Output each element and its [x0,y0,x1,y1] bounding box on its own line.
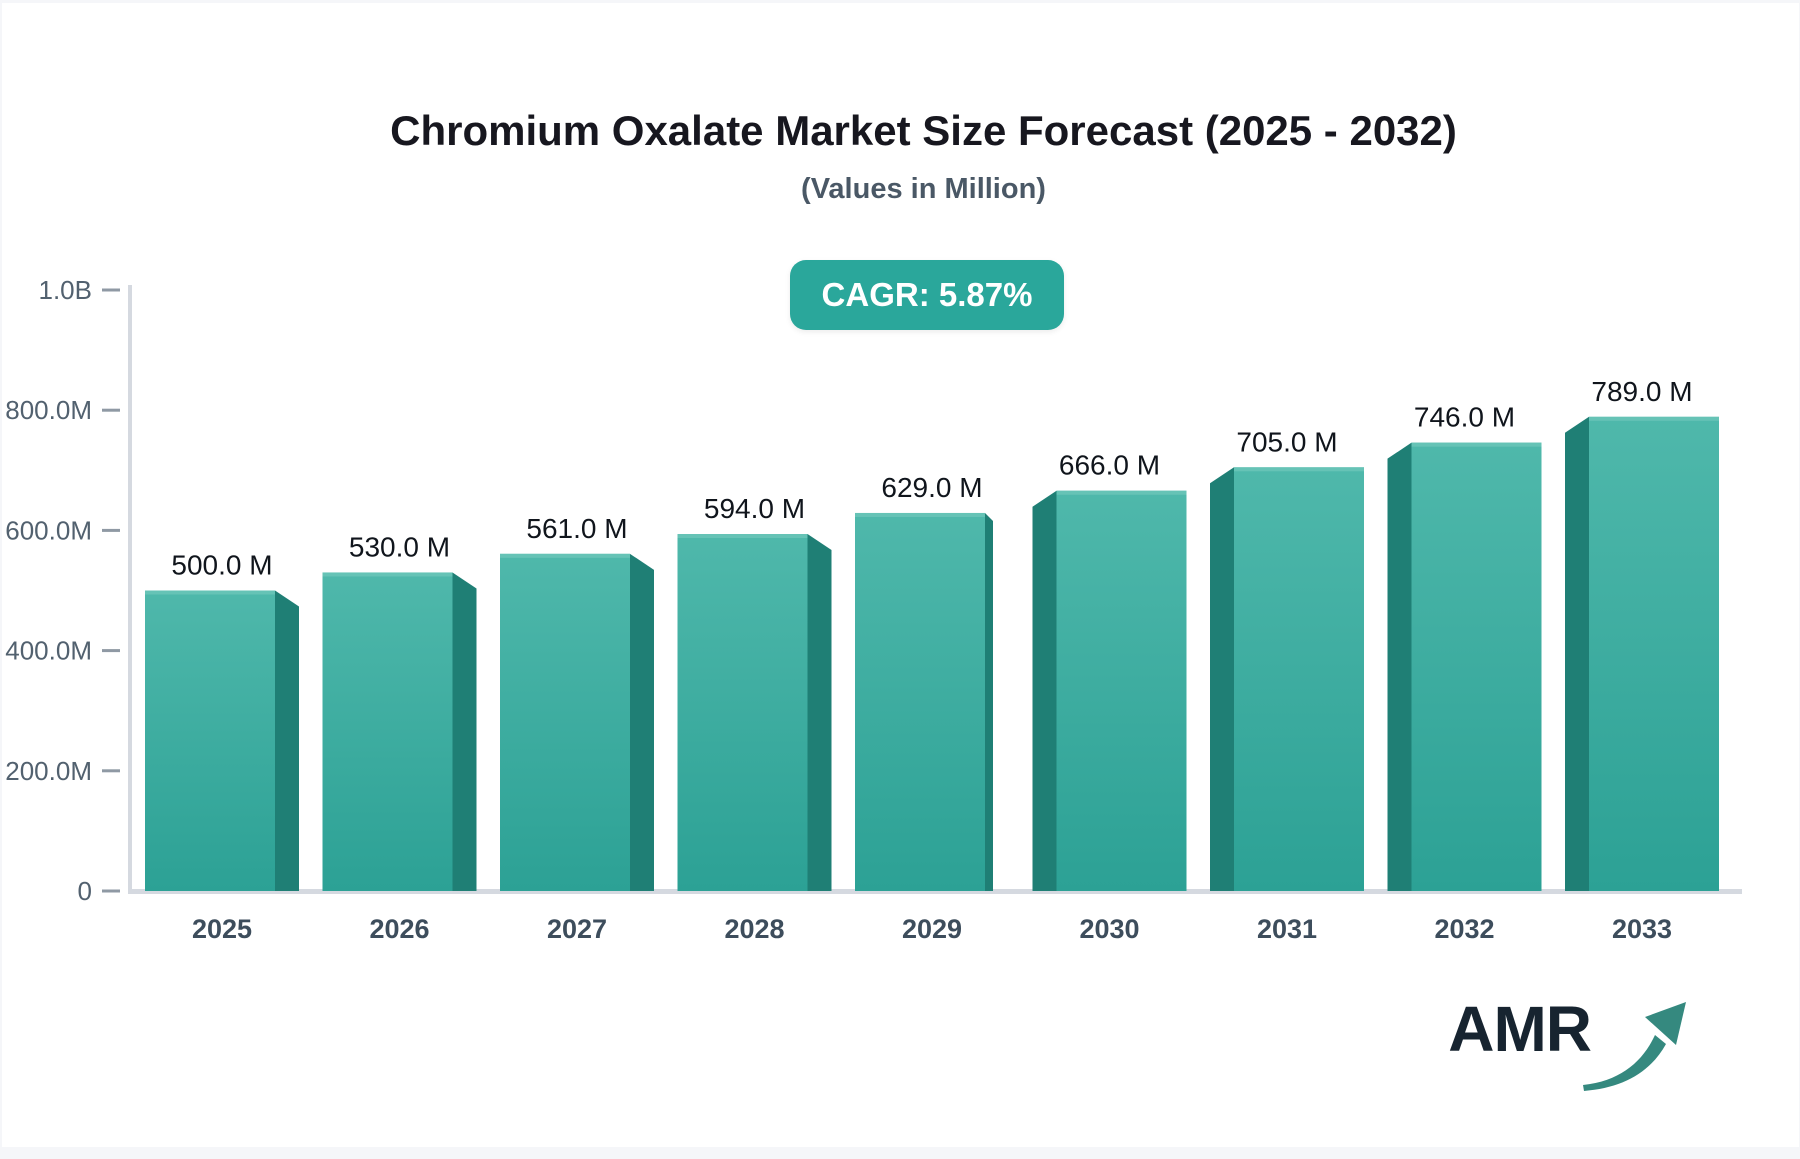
bar-value-label: 746.0 M [1414,402,1515,433]
bar-2033[interactable] [1589,416,1719,891]
bar-side[interactable] [1387,442,1412,891]
bar-side[interactable] [1565,416,1589,891]
bar-group-2030: 666.0 M 2030 [1032,450,1187,944]
bar-top-edge [677,534,808,539]
bar-top-edge [1234,467,1364,472]
bar-group-2027: 561.0 M 2027 [500,513,654,944]
bar-value-label: 561.0 M [526,513,627,544]
y-tick-label: 200.0M [5,756,92,786]
y-tick-mark [102,889,120,893]
bar-2029[interactable] [855,512,985,891]
amr-logo: AMR [1448,997,1699,1095]
bar-2026[interactable] [322,572,453,891]
cagr-badge: CAGR: 5.87% [790,260,1064,330]
bar-side[interactable] [275,590,299,892]
bar-2031[interactable] [1234,467,1364,891]
chart-subtitle: (Values in Million) [801,173,1046,205]
y-axis-line [128,285,132,892]
bar-side[interactable] [452,572,477,891]
bar-side[interactable] [985,512,993,891]
y-tick-label: 400.0M [5,636,92,666]
bar-top-edge [1589,416,1719,421]
y-tick-mark [102,649,120,653]
bar-side[interactable] [1032,490,1057,891]
bar-group-2031: 705.0 M 2031 [1210,426,1364,944]
bar-value-label: 705.0 M [1236,426,1337,457]
x-axis-label-2025: 2025 [192,914,252,944]
bar-group-2028: 594.0 M 2028 [677,493,832,944]
y-tick-label: 1.0B [39,275,93,305]
y-tick-label: 600.0M [5,515,92,545]
bar-top-edge [322,572,453,577]
bar-side[interactable] [1210,467,1234,891]
bar-group-2032: 746.0 M 2032 [1387,402,1542,944]
amr-logo-text: AMR [1448,993,1592,1065]
y-tick-mark [102,408,120,412]
y-tick-label: 0 [78,876,92,906]
x-axis-label-2027: 2027 [547,914,607,944]
bar-2025[interactable] [145,590,275,892]
y-tick-mark [102,528,120,532]
bar-top-edge [145,590,275,595]
bar-value-label: 789.0 M [1591,376,1692,407]
bar-value-label: 530.0 M [349,531,450,562]
bar-2027[interactable] [500,553,630,891]
x-axis-label-2030: 2030 [1079,914,1139,944]
x-axis-label-2029: 2029 [902,914,962,944]
bar-value-label: 629.0 M [881,472,982,503]
bar-2030[interactable] [1056,490,1187,891]
bar-top-edge [500,553,630,558]
x-axis-label-2031: 2031 [1257,914,1317,944]
bar-group-2033: 789.0 M 2033 [1565,376,1719,944]
cagr-badge-label: CAGR: 5.87% [821,276,1033,313]
bar-top-edge [1411,442,1542,447]
bar-2028[interactable] [677,534,808,891]
bar-value-label: 500.0 M [171,550,272,581]
y-tick-mark [102,769,120,773]
bar-value-label: 594.0 M [704,493,805,524]
y-tick-mark [102,288,120,292]
chart-card: Chromium Oxalate Market Size Forecast (2… [2,3,1799,1147]
bar-group-2026: 530.0 M 2026 [322,531,477,944]
bar-value-label: 666.0 M [1059,450,1160,481]
x-axis-label-2026: 2026 [369,914,429,944]
bar-group-2025: 500.0 M 2025 [145,550,299,944]
bar-group-2029: 629.0 M 2029 [855,472,993,944]
y-tick-label: 800.0M [5,395,92,425]
chart-title: Chromium Oxalate Market Size Forecast (2… [390,107,1457,154]
x-axis-label-2033: 2033 [1612,914,1672,944]
bar-side[interactable] [630,553,654,891]
chart-header: Chromium Oxalate Market Size Forecast (2… [2,107,1799,206]
bar-2032[interactable] [1411,442,1542,891]
x-axis-label-2028: 2028 [724,914,784,944]
bar-side[interactable] [807,534,832,891]
growth-arrow-icon [1583,1002,1686,1091]
bar-top-edge [855,512,985,517]
x-axis-line [128,889,1742,894]
x-axis-label-2032: 2032 [1434,914,1494,944]
bar-top-edge [1056,490,1187,495]
bar-chart: 1.0B 800.0M 600.0M 400.0M 200.0M 0 500.0 M 2025… [5,275,1742,944]
